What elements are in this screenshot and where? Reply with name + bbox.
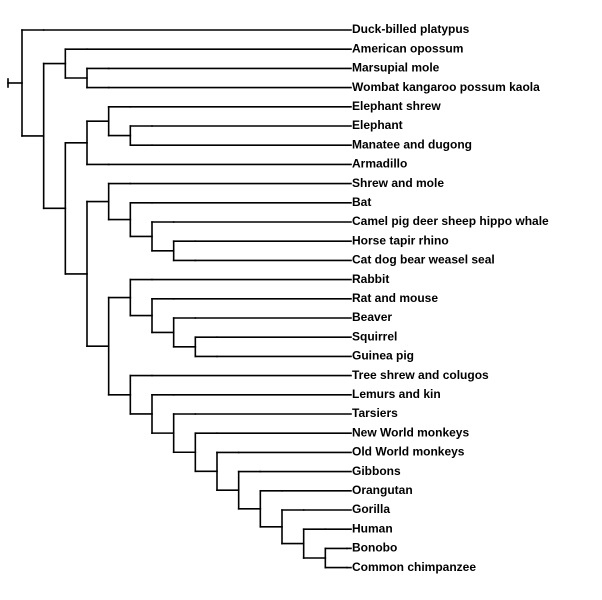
tip-label: Orangutan — [352, 483, 413, 497]
tip-label: Manatee and dugong — [352, 137, 472, 151]
tip-label: Guinea pig — [352, 349, 414, 363]
tip-label: Gorilla — [352, 502, 390, 516]
tip-label: Elephant shrew — [352, 99, 441, 113]
phylogenetic-tree: Duck-billed platypus American opossum Mars… — [0, 0, 602, 600]
tip-label: Bat — [352, 195, 371, 209]
tip-label: Armadillo — [352, 157, 407, 171]
tip-label: Tarsiers — [352, 406, 398, 420]
tip-label: Elephant — [352, 118, 403, 132]
tip-label: Wombat kangaroo possum kaola — [352, 80, 540, 94]
tip-label: American opossum — [352, 41, 463, 55]
tip-label: Rabbit — [352, 272, 389, 286]
tip-label: Duck-billed platypus — [352, 22, 470, 36]
tip-label: New World monkeys — [352, 425, 469, 439]
tip-label: Gibbons — [352, 464, 401, 478]
tip-label: Human — [352, 521, 393, 535]
tip-label: Squirrel — [352, 329, 397, 343]
tip-label: Bonobo — [352, 541, 397, 555]
tree-branches — [8, 30, 351, 568]
tip-label: Cat dog bear weasel seal — [352, 253, 495, 267]
tip-label: Old World monkeys — [352, 445, 465, 459]
tip-label: Beaver — [352, 310, 392, 324]
tip-label: Shrew and mole — [352, 176, 444, 190]
tip-label: Horse tapir rhino — [352, 233, 449, 247]
tip-label: Common chimpanzee — [352, 560, 476, 574]
tip-label: Lemurs and kin — [352, 387, 441, 401]
tip-label: Rat and mouse — [352, 291, 438, 305]
tip-label: Marsupial mole — [352, 61, 440, 75]
tree-labels: Duck-billed platypus American opossum Mars… — [352, 22, 549, 574]
tip-label: Camel pig deer sheep hippo whale — [352, 214, 549, 228]
tip-label: Tree shrew and colugos — [352, 368, 489, 382]
